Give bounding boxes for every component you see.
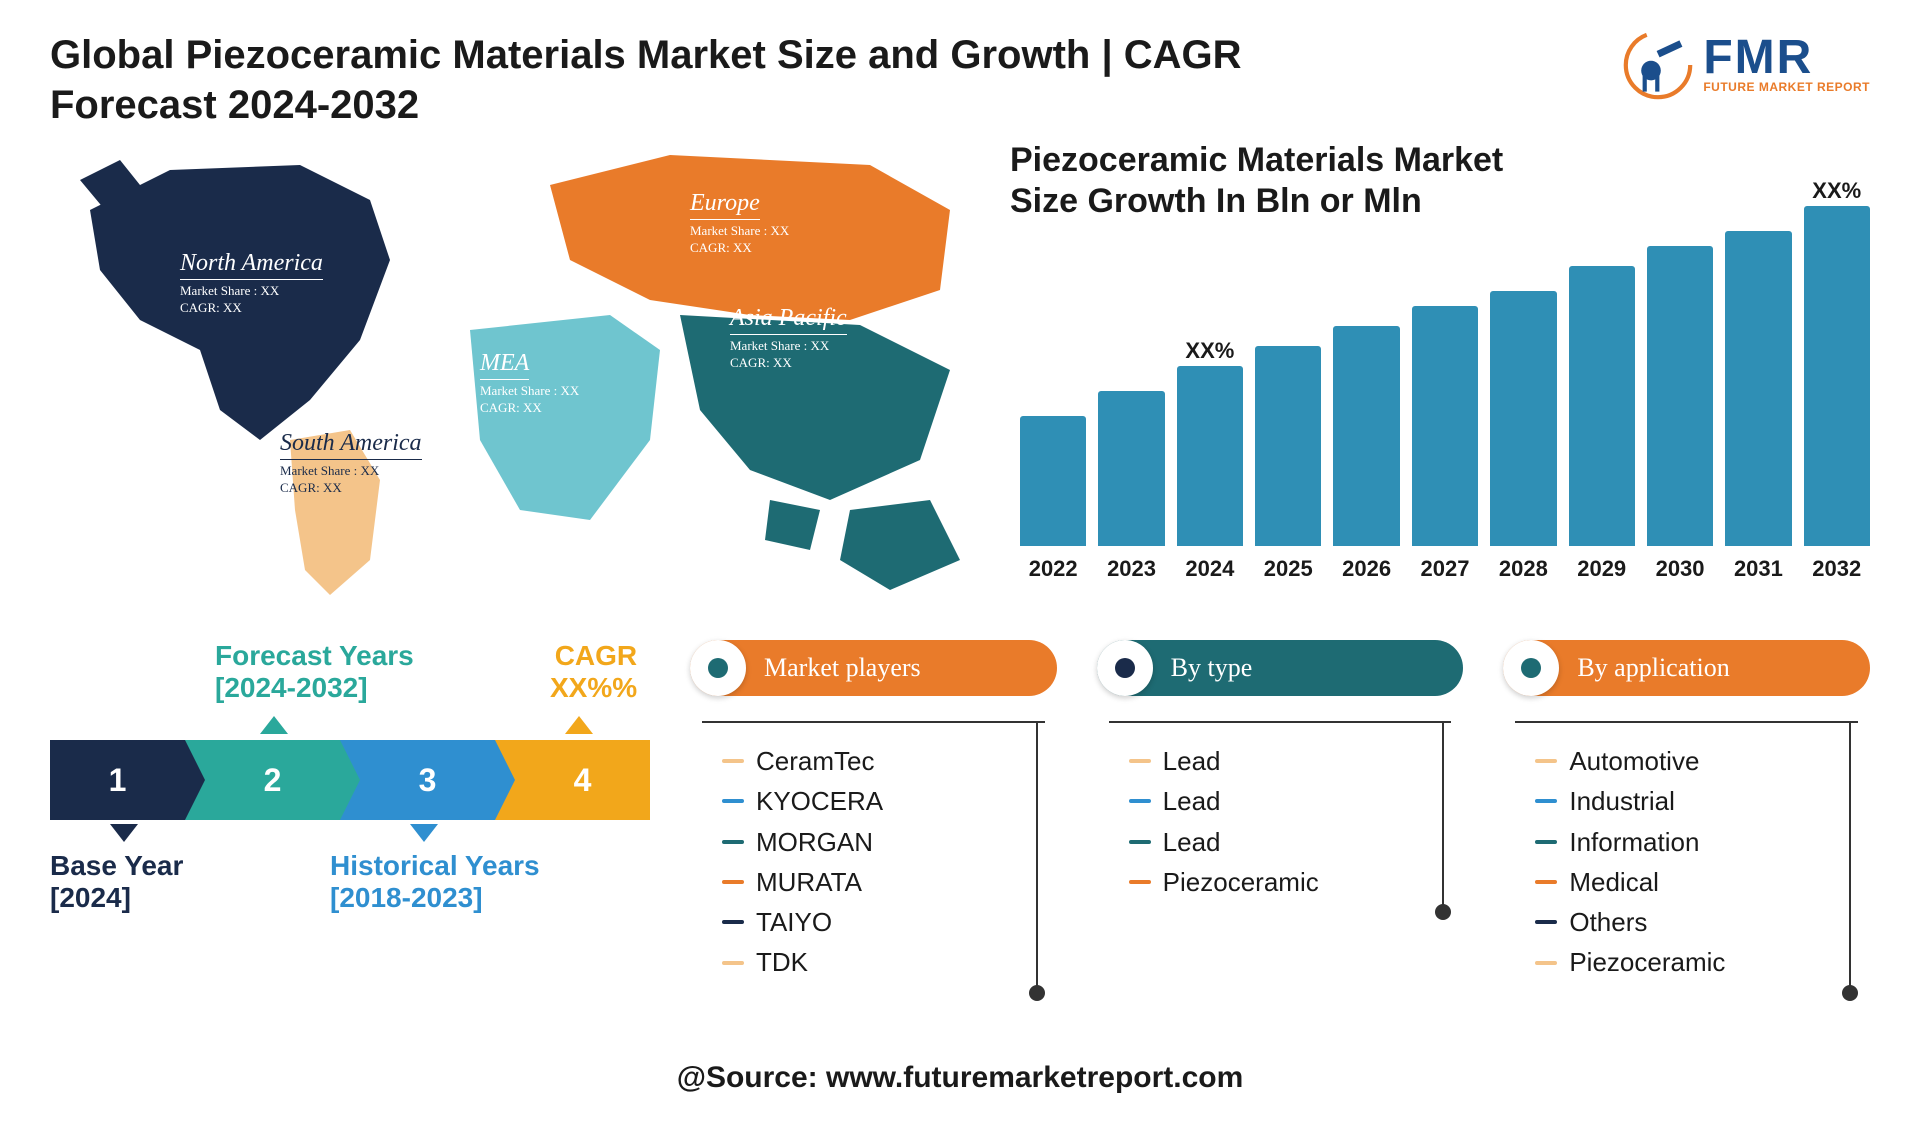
bar-chart: Piezoceramic Materials Market Size Growt… <box>1010 140 1870 600</box>
timeline-row: 1234 <box>50 740 650 820</box>
logo: FMR FUTURE MARKET REPORT <box>1623 30 1870 100</box>
page-title: Global Piezoceramic Materials Market Siz… <box>50 30 1350 130</box>
arrow-cagr <box>565 716 593 734</box>
region-label-mea: MEAMarket Share : XXCAGR: XX <box>480 350 579 417</box>
logo-subtitle: FUTURE MARKET REPORT <box>1703 80 1870 94</box>
list-item: MURATA <box>722 862 1035 902</box>
chart-title: Piezoceramic Materials Market Size Growt… <box>1010 140 1510 222</box>
bar-2028: 2028 <box>1490 291 1556 582</box>
bar-2027: 2027 <box>1412 306 1478 582</box>
logo-acronym: FMR <box>1703 36 1870 79</box>
lower-row: Forecast Years [2024-2032] CAGR XX%% 123… <box>50 640 1870 1001</box>
region-label-asia_pacific: Asia PacificMarket Share : XXCAGR: XX <box>730 305 847 372</box>
list-item: Information <box>1535 822 1848 862</box>
caption-cagr-l2: XX%% <box>550 672 637 704</box>
header: Global Piezoceramic Materials Market Siz… <box>50 30 1870 130</box>
bar-2029: 2029 <box>1569 266 1635 582</box>
caption-historical-l2: [2018-2023] <box>330 882 540 914</box>
caption-base-l1: Base Year <box>50 850 183 882</box>
caption-forecast-l1: Forecast Years <box>215 640 414 672</box>
caption-historical-l1: Historical Years <box>330 850 540 882</box>
list-item: TAIYO <box>722 902 1035 942</box>
bar-2024: XX%2024 <box>1177 366 1243 582</box>
card-by-type: By type LeadLeadLeadPiezoceramic <box>1097 640 1464 920</box>
dot-icon <box>1521 658 1541 678</box>
list-item: Piezoceramic <box>1535 942 1848 982</box>
caption-cagr-l1: CAGR <box>550 640 637 672</box>
region-label-north_america: North AmericaMarket Share : XXCAGR: XX <box>180 250 323 317</box>
list-item: CeramTec <box>722 741 1035 781</box>
bar-2026: 2026 <box>1333 326 1399 582</box>
timeline-seg-3: 3 <box>340 740 495 820</box>
region-label-south_america: South AmericaMarket Share : XXCAGR: XX <box>280 430 422 497</box>
timeline: Forecast Years [2024-2032] CAGR XX%% 123… <box>50 640 650 820</box>
bar-2030: 2030 <box>1647 246 1713 582</box>
caption-base: Base Year [2024] <box>50 850 183 914</box>
bar-2022: 2022 <box>1020 416 1086 582</box>
list-item: Lead <box>1129 741 1442 781</box>
timeline-seg-2: 2 <box>185 740 340 820</box>
list-item: Industrial <box>1535 781 1848 821</box>
list-item: TDK <box>722 942 1035 982</box>
card-header-type: By type <box>1097 640 1464 696</box>
world-map: North AmericaMarket Share : XXCAGR: XX So… <box>50 140 980 600</box>
card-header-application: By application <box>1503 640 1870 696</box>
dot-icon <box>1115 658 1135 678</box>
card-header-application-label: By application <box>1577 653 1729 683</box>
card-header-players-label: Market players <box>764 653 921 683</box>
card-list-application: AutomotiveIndustrialInformationMedicalOt… <box>1515 721 1858 1001</box>
caption-base-l2: [2024] <box>50 882 183 914</box>
bar-2025: 2025 <box>1255 346 1321 582</box>
bar-series: 20222023XX%20242025202620272028202920302… <box>1010 242 1870 582</box>
region-label-europe: EuropeMarket Share : XXCAGR: XX <box>690 190 789 257</box>
list-item: Lead <box>1129 781 1442 821</box>
caption-forecast: Forecast Years [2024-2032] <box>215 640 414 704</box>
dot-icon <box>708 658 728 678</box>
card-header-type-label: By type <box>1171 653 1253 683</box>
arrow-forecast <box>260 716 288 734</box>
timeline-seg-1: 1 <box>50 740 185 820</box>
card-by-application: By application AutomotiveIndustrialInfor… <box>1503 640 1870 1001</box>
list-item: Others <box>1535 902 1848 942</box>
card-header-players: Market players <box>690 640 1057 696</box>
card-list-type: LeadLeadLeadPiezoceramic <box>1109 721 1452 920</box>
list-item: Automotive <box>1535 741 1848 781</box>
caption-cagr: CAGR XX%% <box>550 640 637 704</box>
bar-2023: 2023 <box>1098 391 1164 582</box>
arrow-base <box>110 824 138 842</box>
region-mea <box>470 315 660 520</box>
list-item: MORGAN <box>722 822 1035 862</box>
arrow-historical <box>410 824 438 842</box>
list-item: Piezoceramic <box>1129 862 1442 902</box>
list-item: KYOCERA <box>722 781 1035 821</box>
caption-forecast-l2: [2024-2032] <box>215 672 414 704</box>
source-text: @Source: www.futuremarketreport.com <box>50 1061 1870 1095</box>
list-item: Medical <box>1535 862 1848 902</box>
bar-2031: 2031 <box>1725 231 1791 582</box>
list-item: Lead <box>1129 822 1442 862</box>
telescope-icon <box>1623 30 1693 100</box>
caption-historical: Historical Years [2018-2023] <box>330 850 540 914</box>
card-market-players: Market players CeramTecKYOCERAMORGANMURA… <box>690 640 1057 1001</box>
upper-row: North AmericaMarket Share : XXCAGR: XX So… <box>50 140 1870 600</box>
bar-2032: XX%2032 <box>1804 206 1870 582</box>
card-list-players: CeramTecKYOCERAMORGANMURATATAIYOTDK <box>702 721 1045 1001</box>
timeline-seg-4: 4 <box>495 740 650 820</box>
